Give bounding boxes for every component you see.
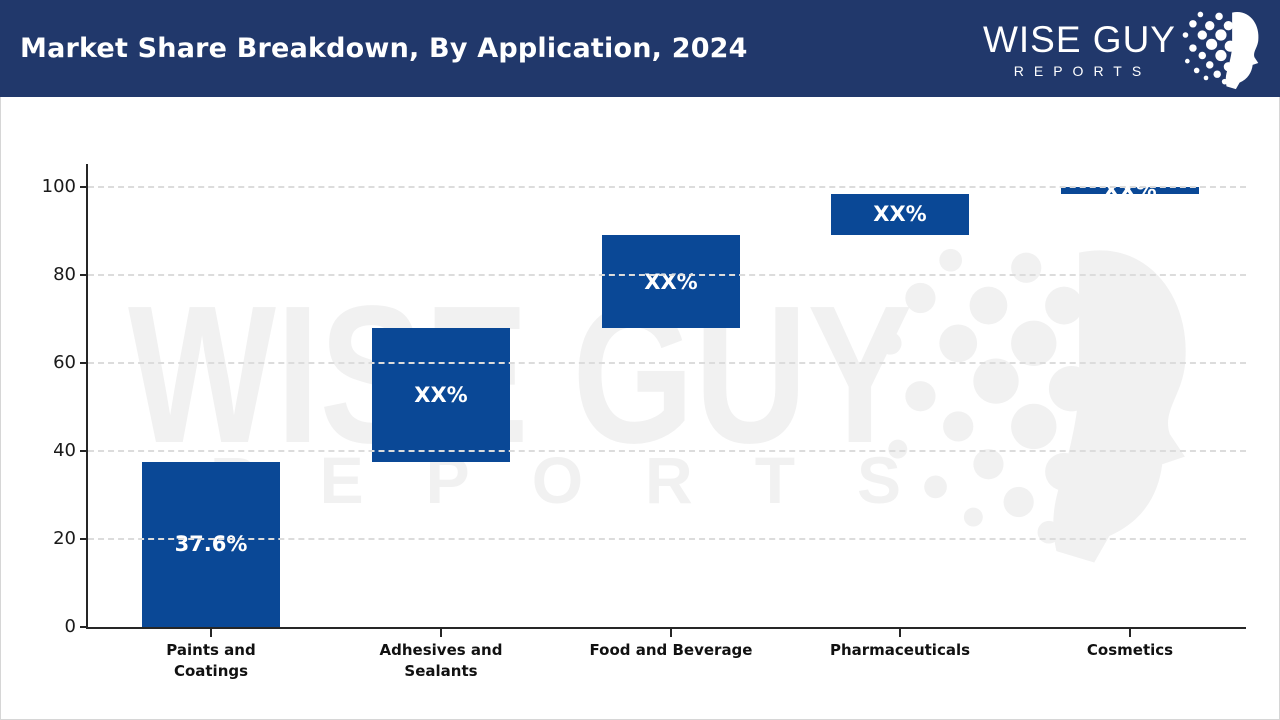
page-title: Market Share Breakdown, By Application, … (20, 33, 748, 64)
bar: XX% (831, 193, 969, 236)
watermark-head-icon (878, 248, 1186, 563)
wiseguy-logo: WISE GUY REPORTS (983, 6, 1262, 92)
category-label: Pharmaceuticals (829, 641, 971, 659)
logo-head-icon (1182, 11, 1259, 90)
bar: XX% (372, 327, 510, 462)
bar: 37.6% (142, 461, 280, 627)
category-label: Adhesives and Sealants (379, 641, 503, 680)
bar-value-label: XX% (414, 382, 468, 407)
y-axis (86, 164, 88, 629)
y-axis-tick (80, 450, 88, 452)
x-axis-tick (670, 629, 672, 637)
bar: XX% (602, 235, 740, 328)
bar-value-label: 37.6% (174, 532, 248, 557)
y-tick-label: 40 (53, 440, 76, 461)
logo-text: WISE GUY REPORTS (983, 21, 1176, 78)
logo-line2: REPORTS (1013, 62, 1152, 79)
y-axis-tick (80, 538, 88, 540)
y-axis-tick (80, 186, 88, 188)
gridline (88, 450, 1246, 452)
x-axis-tick (899, 629, 901, 637)
y-tick-label: 60 (53, 352, 76, 373)
header-bar: Market Share Breakdown, By Application, … (0, 0, 1280, 97)
y-axis-tick (80, 362, 88, 364)
category-label: Paints and Coatings (166, 641, 256, 680)
x-axis-tick (210, 629, 212, 637)
watermark-reports-text: REPORTS (210, 443, 964, 517)
x-axis-tick (1129, 629, 1131, 637)
bar-value-label: XX% (1103, 187, 1156, 194)
x-axis (86, 627, 1246, 629)
watermark-text: WISE GUY (128, 265, 913, 484)
logo-line1: WISE GUY (982, 18, 1176, 60)
bar-value-label: XX% (644, 269, 698, 294)
category-label: Food and Beverage (589, 641, 753, 659)
y-tick-label: 0 (64, 616, 76, 637)
bar-value-label: XX% (873, 202, 927, 227)
y-tick-label: 80 (53, 264, 76, 285)
y-tick-label: 20 (53, 528, 76, 549)
gridline (88, 362, 1246, 364)
y-axis-tick (80, 626, 88, 628)
x-axis-tick (440, 629, 442, 637)
category-label: Cosmetics (1086, 641, 1174, 659)
y-tick-label: 100 (41, 176, 76, 197)
y-axis-tick (80, 274, 88, 276)
bar: XX% (1061, 187, 1199, 194)
